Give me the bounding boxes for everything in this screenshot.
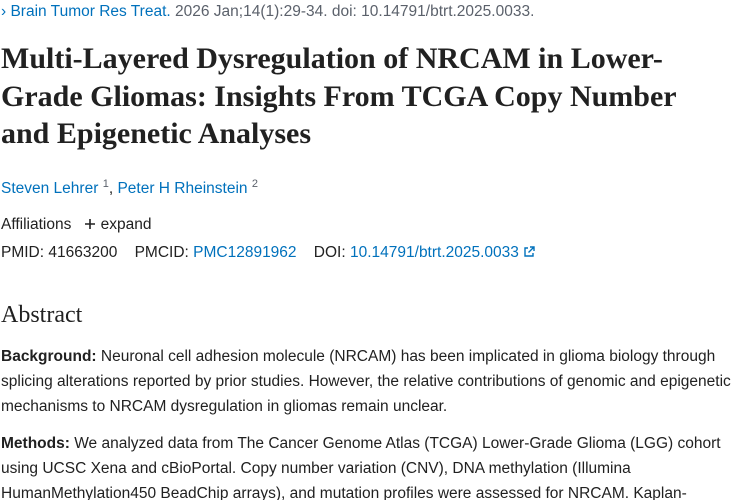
abstract: Background: Neuronal cell adhesion molec… bbox=[1, 344, 749, 500]
pmid: 41663200 bbox=[48, 244, 118, 261]
affiliations-label: Affiliations bbox=[1, 216, 72, 233]
journal-link[interactable]: › Brain Tumor Res Treat. bbox=[1, 3, 171, 20]
author[interactable]: Peter H Rheinstein bbox=[117, 180, 248, 198]
identifiers: PMID: 41663200 PMCID: PMC12891962 DOI: 1… bbox=[1, 244, 535, 262]
journal[interactable]: Brain Tumor Res Treat. bbox=[10, 3, 171, 20]
affiliations: Affiliations expand bbox=[1, 216, 151, 234]
plus-icon bbox=[85, 219, 96, 229]
doi-link[interactable]: 10.14791/btrt.2025.0033 bbox=[349, 244, 519, 261]
pmcid-link[interactable]: PMC12891962 bbox=[193, 244, 297, 261]
citation: › Brain Tumor Res Treat. 2026 Jan;14(1):… bbox=[1, 3, 534, 21]
section-text: We analyzed data from The Cancer Genome … bbox=[1, 435, 721, 500]
author[interactable]: Steven Lehrer bbox=[1, 180, 99, 198]
expand-toggle[interactable]: expand bbox=[76, 216, 152, 233]
doi-label: DOI: bbox=[313, 244, 346, 261]
affiliation-number[interactable]: 1 bbox=[102, 178, 109, 190]
section-label: Background: bbox=[1, 348, 97, 365]
affiliation-number[interactable]: 2 bbox=[251, 178, 258, 190]
abstract-section: Methods: We analyzed data from The Cance… bbox=[1, 431, 749, 500]
abstract-section: Background: Neuronal cell adhesion molec… bbox=[1, 344, 749, 419]
authors: Steven Lehrer 1, Peter H Rheinstein 2 bbox=[1, 178, 258, 198]
external-link-icon[interactable] bbox=[523, 246, 535, 258]
article-title: Multi-Layered Dysregulation of NRCAM in … bbox=[1, 42, 677, 150]
section-label: Methods: bbox=[1, 435, 70, 452]
citation-details: 2026 Jan;14(1):29-34. doi: 10.14791/btrt… bbox=[175, 3, 535, 20]
abstract-heading: Abstract bbox=[1, 302, 83, 328]
pmcid-label: PMCID: bbox=[134, 244, 189, 261]
pmid-label: PMID: bbox=[1, 244, 45, 261]
expand-label[interactable]: expand bbox=[100, 216, 152, 233]
section-text: Neuronal cell adhesion molecule (NRCAM) … bbox=[1, 348, 731, 415]
